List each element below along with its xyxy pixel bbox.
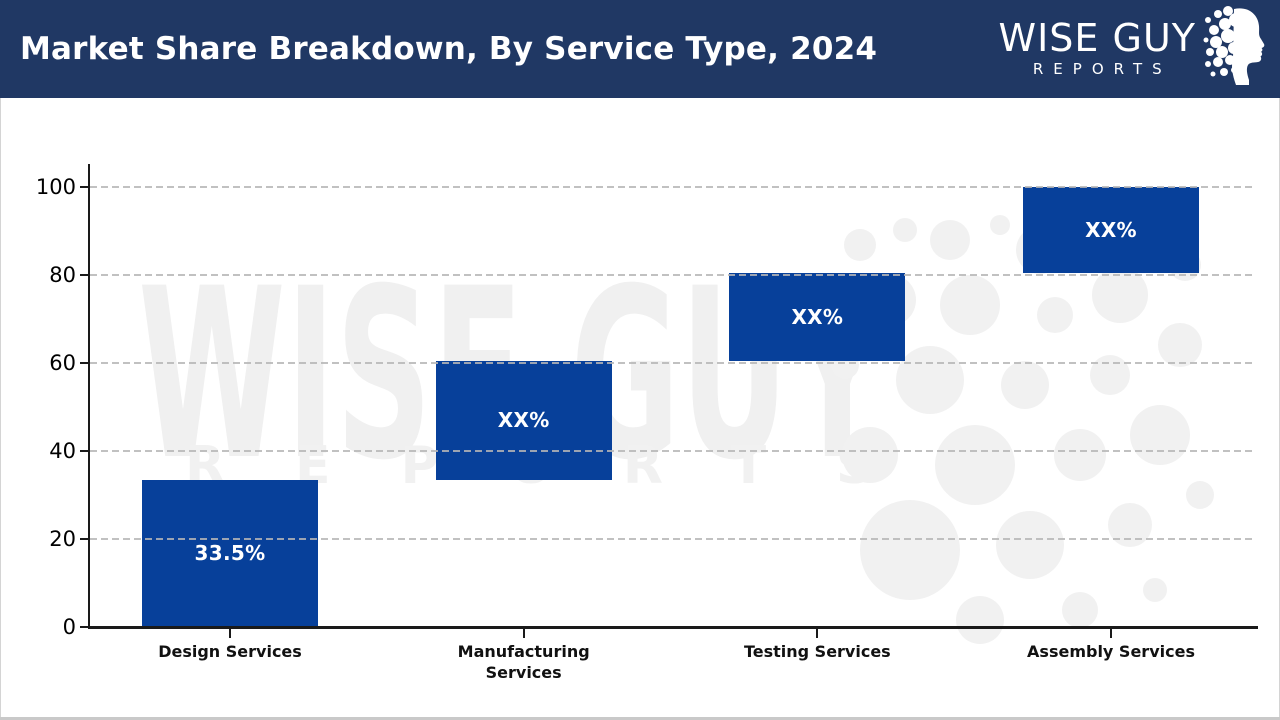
page-border-bottom xyxy=(0,717,1280,720)
x-axis-label-testing-services: Testing Services xyxy=(743,642,891,661)
y-tick-label: 0 xyxy=(62,615,76,639)
logo: WISE GUY REPORTS xyxy=(999,6,1268,88)
x-axis-label-manufacturing-services: Manufacturing Services xyxy=(457,642,590,682)
y-tick-label: 100 xyxy=(35,175,76,199)
page-title: Market Share Breakdown, By Service Type,… xyxy=(20,31,878,67)
y-axis-spine xyxy=(88,164,90,629)
gridline xyxy=(90,538,1256,540)
logo-text: WISE GUY REPORTS xyxy=(999,16,1196,78)
x-axis-spine xyxy=(88,626,1258,629)
logo-wordmark: WISE GUY xyxy=(998,16,1196,60)
logo-subtitle: REPORTS xyxy=(1032,60,1172,78)
x-tick-mark xyxy=(229,629,231,638)
y-tick-mark xyxy=(80,274,89,276)
gridline xyxy=(90,186,1256,188)
x-tick-mark xyxy=(522,629,525,638)
y-tick-mark xyxy=(80,186,89,188)
header-bar: Market Share Breakdown, By Service Type,… xyxy=(0,0,1280,98)
y-tick-mark xyxy=(80,362,89,364)
x-axis-label-design-services: Design Services xyxy=(158,642,302,661)
y-tick-label: 60 xyxy=(49,351,76,375)
bar-testing-services: XX% xyxy=(729,272,906,361)
bar-design-services: 33.5% xyxy=(142,479,318,627)
logo-head-icon xyxy=(1203,6,1265,85)
bar-value-label: XX% xyxy=(1085,217,1137,242)
gridline xyxy=(90,450,1256,452)
y-tick-label: 20 xyxy=(49,527,76,551)
y-tick-mark xyxy=(80,626,89,628)
bar-value-label: XX% xyxy=(791,304,844,329)
x-tick-mark xyxy=(816,629,819,638)
x-axis-label-assembly-services: Assembly Services xyxy=(1027,642,1195,661)
bar-manufacturing-services: XX% xyxy=(435,360,612,480)
y-tick-label: 40 xyxy=(49,439,76,463)
bar-value-label: 33.5% xyxy=(194,541,266,566)
y-tick-mark xyxy=(80,450,89,452)
x-tick-mark xyxy=(1110,629,1112,638)
gridline xyxy=(90,362,1256,364)
page-border-left xyxy=(0,98,1,720)
bar-assembly-services: XX% xyxy=(1023,187,1199,273)
y-tick-mark xyxy=(80,538,89,540)
gridline xyxy=(90,274,1256,276)
y-tick-label: 80 xyxy=(49,263,76,287)
bar-value-label: XX% xyxy=(497,408,550,433)
